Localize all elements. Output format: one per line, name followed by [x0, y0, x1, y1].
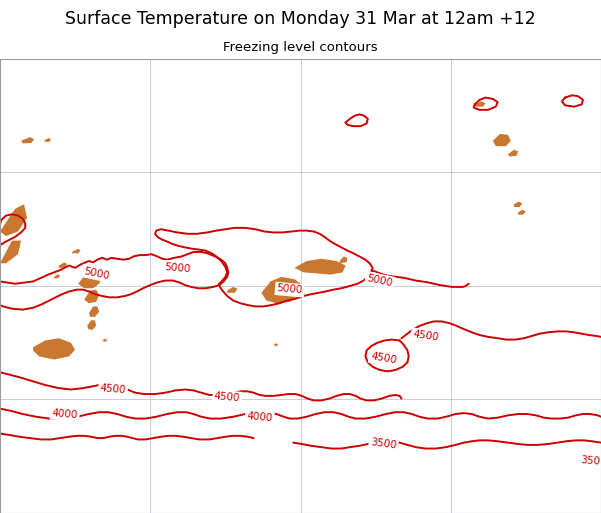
Polygon shape	[0, 241, 21, 263]
Text: 4500: 4500	[370, 351, 397, 366]
Polygon shape	[227, 287, 237, 293]
Polygon shape	[84, 290, 99, 303]
Polygon shape	[294, 259, 346, 274]
Text: 4000: 4000	[52, 408, 78, 420]
Text: 4500: 4500	[412, 329, 439, 343]
Polygon shape	[493, 134, 511, 146]
Polygon shape	[78, 268, 102, 288]
Polygon shape	[102, 339, 108, 342]
Polygon shape	[72, 249, 81, 253]
Polygon shape	[518, 210, 526, 215]
Polygon shape	[340, 256, 347, 263]
Polygon shape	[261, 277, 304, 303]
Text: 350: 350	[580, 455, 600, 467]
Polygon shape	[0, 204, 27, 236]
Text: 4500: 4500	[214, 391, 240, 403]
Polygon shape	[475, 101, 486, 107]
Polygon shape	[89, 306, 99, 317]
Text: 4500: 4500	[100, 383, 126, 395]
Text: 5000: 5000	[82, 266, 110, 281]
Polygon shape	[514, 202, 522, 207]
Polygon shape	[273, 343, 278, 346]
Polygon shape	[33, 338, 75, 360]
Polygon shape	[59, 262, 67, 268]
Polygon shape	[87, 320, 96, 330]
Text: 5000: 5000	[164, 262, 191, 274]
Polygon shape	[54, 274, 60, 278]
Text: 5000: 5000	[276, 284, 303, 296]
Text: Surface Temperature on Monday 31 Mar at 12am +12: Surface Temperature on Monday 31 Mar at …	[65, 10, 536, 28]
Text: 4000: 4000	[246, 410, 273, 423]
Text: 3500: 3500	[370, 437, 397, 451]
Text: 5000: 5000	[366, 273, 394, 288]
Polygon shape	[44, 138, 51, 142]
Polygon shape	[21, 137, 34, 144]
Text: Freezing level contours: Freezing level contours	[223, 41, 378, 54]
Polygon shape	[508, 150, 518, 156]
